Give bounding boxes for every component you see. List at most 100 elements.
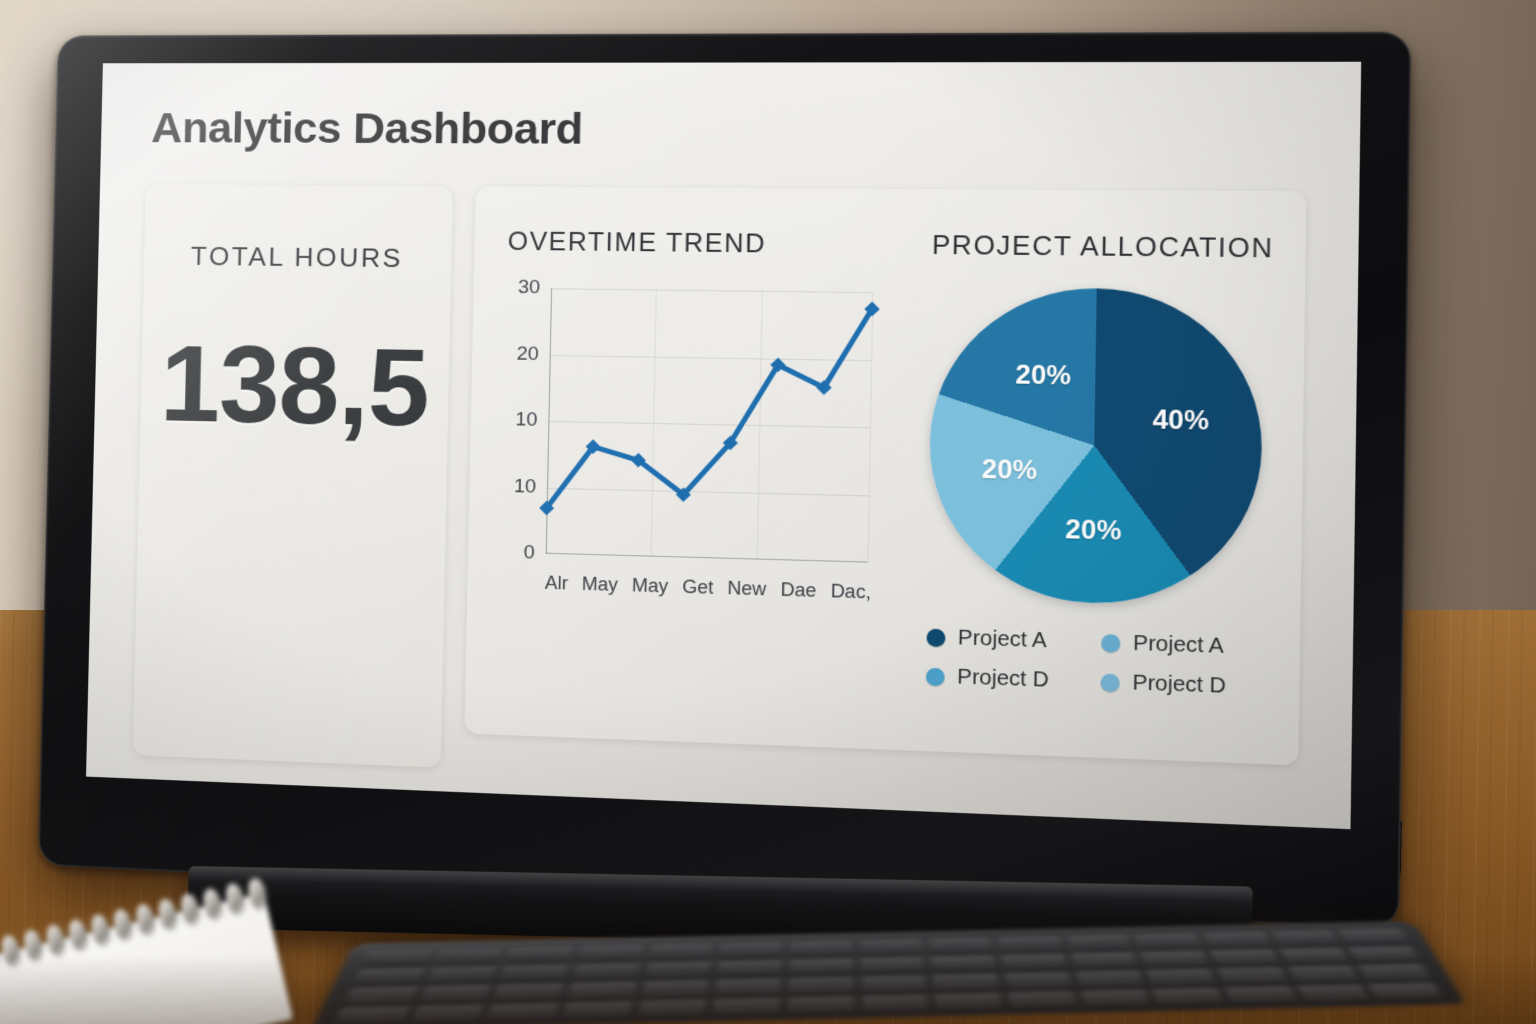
keyboard-key[interactable] bbox=[1368, 982, 1443, 1000]
line-plot-area: 30 20 10 10 0 bbox=[514, 277, 880, 564]
keyboard-key[interactable] bbox=[433, 948, 504, 965]
keyboard-key[interactable] bbox=[1338, 928, 1409, 945]
keyboard-key[interactable] bbox=[786, 995, 855, 1014]
keyboard-key[interactable] bbox=[788, 958, 854, 975]
keyboard-key[interactable] bbox=[932, 973, 1000, 991]
keyboard-key[interactable] bbox=[714, 978, 782, 996]
keyboard-key[interactable] bbox=[997, 936, 1064, 952]
keyboard-key[interactable] bbox=[1074, 970, 1145, 987]
spiral-coil bbox=[88, 912, 113, 946]
y-tick-label: 20 bbox=[516, 342, 540, 365]
keyboard-key[interactable] bbox=[505, 946, 574, 963]
legend-color-dot bbox=[926, 628, 946, 648]
keyboard-key[interactable] bbox=[647, 943, 714, 960]
total-hours-value: 138,5 bbox=[158, 322, 430, 450]
keyboard-key[interactable] bbox=[1270, 930, 1341, 946]
project-allocation-panel: PROJECT ALLOCATION 40% 20% 20% 20% Project … bbox=[917, 231, 1274, 764]
keyboard-key[interactable] bbox=[934, 992, 1004, 1010]
keyboard-key[interactable] bbox=[361, 949, 434, 966]
charts-card[interactable]: OVERTIME TREND 30 20 10 10 0 bbox=[464, 186, 1307, 766]
keyboard-key[interactable] bbox=[566, 981, 638, 999]
keyboard-key[interactable] bbox=[571, 963, 641, 980]
keyboard-key[interactable] bbox=[1278, 947, 1350, 964]
keyboard-key[interactable] bbox=[1065, 934, 1133, 951]
keyboard-key[interactable] bbox=[561, 1000, 634, 1019]
legend-item[interactable]: Project D bbox=[1100, 670, 1259, 700]
keyboard-key[interactable] bbox=[1006, 990, 1078, 1009]
keyboard-key[interactable] bbox=[789, 940, 854, 957]
keyboard-key[interactable] bbox=[418, 984, 492, 1002]
pie-slice-label: 20% bbox=[981, 453, 1038, 485]
keyboard-key[interactable] bbox=[858, 939, 924, 955]
y-tick-label: 0 bbox=[523, 541, 536, 564]
keyboard-key[interactable] bbox=[334, 1005, 411, 1024]
pie-slice-label: 20% bbox=[1065, 514, 1122, 546]
keyboard-key[interactable] bbox=[930, 955, 997, 972]
keyboard-key[interactable] bbox=[712, 997, 782, 1015]
keyboard-key[interactable] bbox=[343, 986, 419, 1004]
keyboard-key[interactable] bbox=[1216, 967, 1289, 984]
spiral-coil bbox=[21, 928, 45, 962]
spiral-coil bbox=[66, 917, 90, 951]
keyboard-key[interactable] bbox=[1003, 971, 1073, 989]
overtime-trend-title: OVERTIME TREND bbox=[507, 227, 767, 259]
legend-item[interactable]: Project A bbox=[1101, 631, 1259, 661]
keyboard-key[interactable] bbox=[498, 964, 570, 982]
keyboard-key[interactable] bbox=[426, 966, 498, 983]
keyboard-key[interactable] bbox=[1209, 949, 1280, 965]
x-tick-label: Get bbox=[682, 576, 714, 598]
legend-item[interactable]: Project A bbox=[926, 625, 1082, 654]
total-hours-card[interactable]: TOTAL HOURS 138,5 bbox=[132, 184, 453, 768]
keyboard-key[interactable] bbox=[1070, 952, 1139, 969]
page-title: Analytics Dashboard bbox=[150, 104, 584, 154]
x-tick-label: Dae bbox=[780, 579, 817, 602]
y-tick-label: 30 bbox=[517, 276, 541, 299]
spiral-coil bbox=[223, 881, 247, 915]
keyboard-key[interactable] bbox=[640, 979, 710, 997]
keyboard-key[interactable] bbox=[1202, 931, 1272, 948]
keyboard-key[interactable] bbox=[716, 959, 783, 977]
keyboard-key[interactable] bbox=[1145, 968, 1217, 986]
keyboard-key[interactable] bbox=[1140, 950, 1210, 967]
keyboard-key[interactable] bbox=[1296, 984, 1371, 1002]
spiral-coil bbox=[0, 933, 23, 967]
keyboard-key[interactable] bbox=[636, 999, 708, 1017]
legend-label: Project D bbox=[957, 665, 1049, 692]
laptop-display: Analytics Dashboard TOTAL HOURS 138,5 OV… bbox=[86, 61, 1362, 830]
keyboard-key[interactable] bbox=[1134, 933, 1203, 949]
keyboard-key[interactable] bbox=[787, 976, 855, 994]
keyboard-key[interactable] bbox=[1152, 987, 1225, 1005]
dashboard-cards-row: TOTAL HOURS 138,5 OVERTIME TREND bbox=[132, 184, 1307, 802]
keyboard-key[interactable] bbox=[860, 975, 928, 992]
laptop: Analytics Dashboard TOTAL HOURS 138,5 OV… bbox=[37, 31, 1412, 953]
trend-line bbox=[546, 305, 871, 516]
keyboard-key[interactable] bbox=[644, 961, 712, 978]
pie-chart[interactable]: 40% 20% 20% 20% bbox=[927, 286, 1265, 608]
pie-legend: Project A Project A Project D Project D bbox=[926, 625, 1259, 700]
x-tick-label: New bbox=[727, 577, 767, 600]
legend-label: Project A bbox=[1132, 631, 1225, 659]
keyboard-key[interactable] bbox=[1348, 946, 1420, 962]
keyboard-key[interactable] bbox=[1224, 985, 1298, 1003]
x-tick-label: Alr bbox=[544, 572, 569, 594]
keyboard-key[interactable] bbox=[1000, 953, 1068, 970]
x-tick-label: May bbox=[581, 573, 619, 596]
keyboard-key[interactable] bbox=[718, 942, 784, 958]
legend-item[interactable]: Project D bbox=[926, 665, 1081, 695]
keyboard-key[interactable] bbox=[1357, 963, 1431, 981]
keyboard-key[interactable] bbox=[1079, 989, 1151, 1007]
keyboard-key[interactable] bbox=[860, 994, 930, 1012]
keyboard-key[interactable] bbox=[1287, 965, 1360, 982]
keyboard-key[interactable] bbox=[352, 967, 426, 985]
line-series-svg bbox=[538, 288, 880, 562]
keyboard-key[interactable] bbox=[486, 1002, 560, 1021]
keyboard-key[interactable] bbox=[576, 945, 644, 961]
keyboard-key[interactable] bbox=[410, 1004, 485, 1022]
keyboard-key[interactable] bbox=[492, 983, 565, 1001]
keyboard-key[interactable] bbox=[928, 937, 994, 954]
pie-slice-label: 40% bbox=[1152, 404, 1210, 436]
spiral-coil bbox=[133, 902, 157, 936]
legend-color-dot bbox=[1100, 673, 1121, 693]
line-chart[interactable]: 30 20 10 10 0 Alr May May Get New Dae Dac, bbox=[498, 277, 880, 603]
keyboard-key[interactable] bbox=[859, 956, 926, 973]
